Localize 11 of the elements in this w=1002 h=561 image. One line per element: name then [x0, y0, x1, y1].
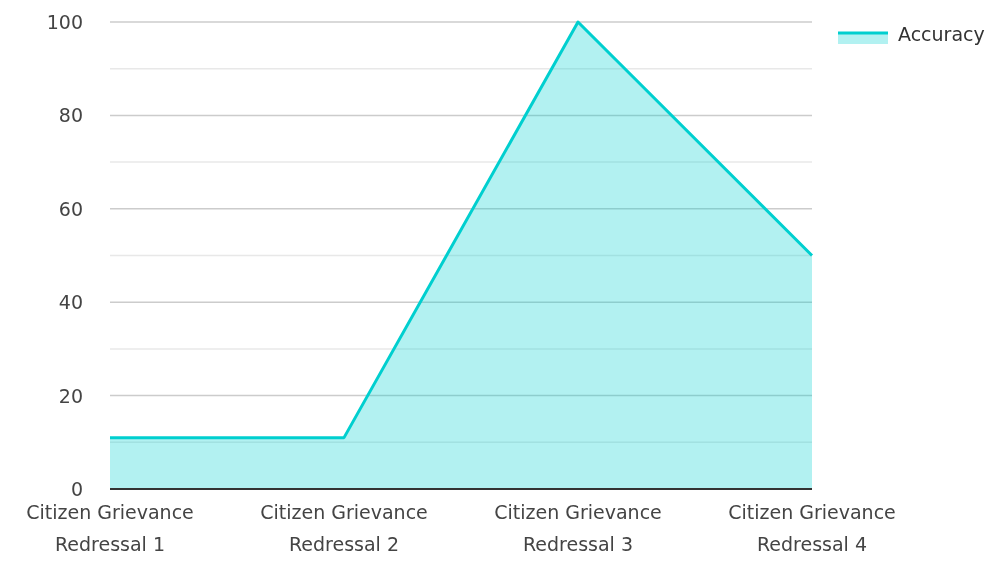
legend-label: Accuracy — [898, 23, 985, 45]
x-tick-label: Citizen Grievance Redressal 1 — [26, 501, 194, 555]
y-tick-label: 20 — [58, 384, 83, 407]
y-tick-label: 80 — [58, 104, 83, 127]
y-tick-label: 40 — [58, 291, 83, 314]
y-tick-label: 100 — [46, 11, 83, 33]
x-tick-label: Citizen Grievance Redressal 4 — [728, 501, 896, 555]
y-tick-label: 0 — [70, 478, 83, 500]
x-tick-label: Citizen Grievance Redressal 3 — [494, 501, 662, 555]
x-tick-label: Citizen Grievance Redressal 2 — [260, 501, 428, 555]
y-tick-label: 60 — [58, 197, 83, 220]
